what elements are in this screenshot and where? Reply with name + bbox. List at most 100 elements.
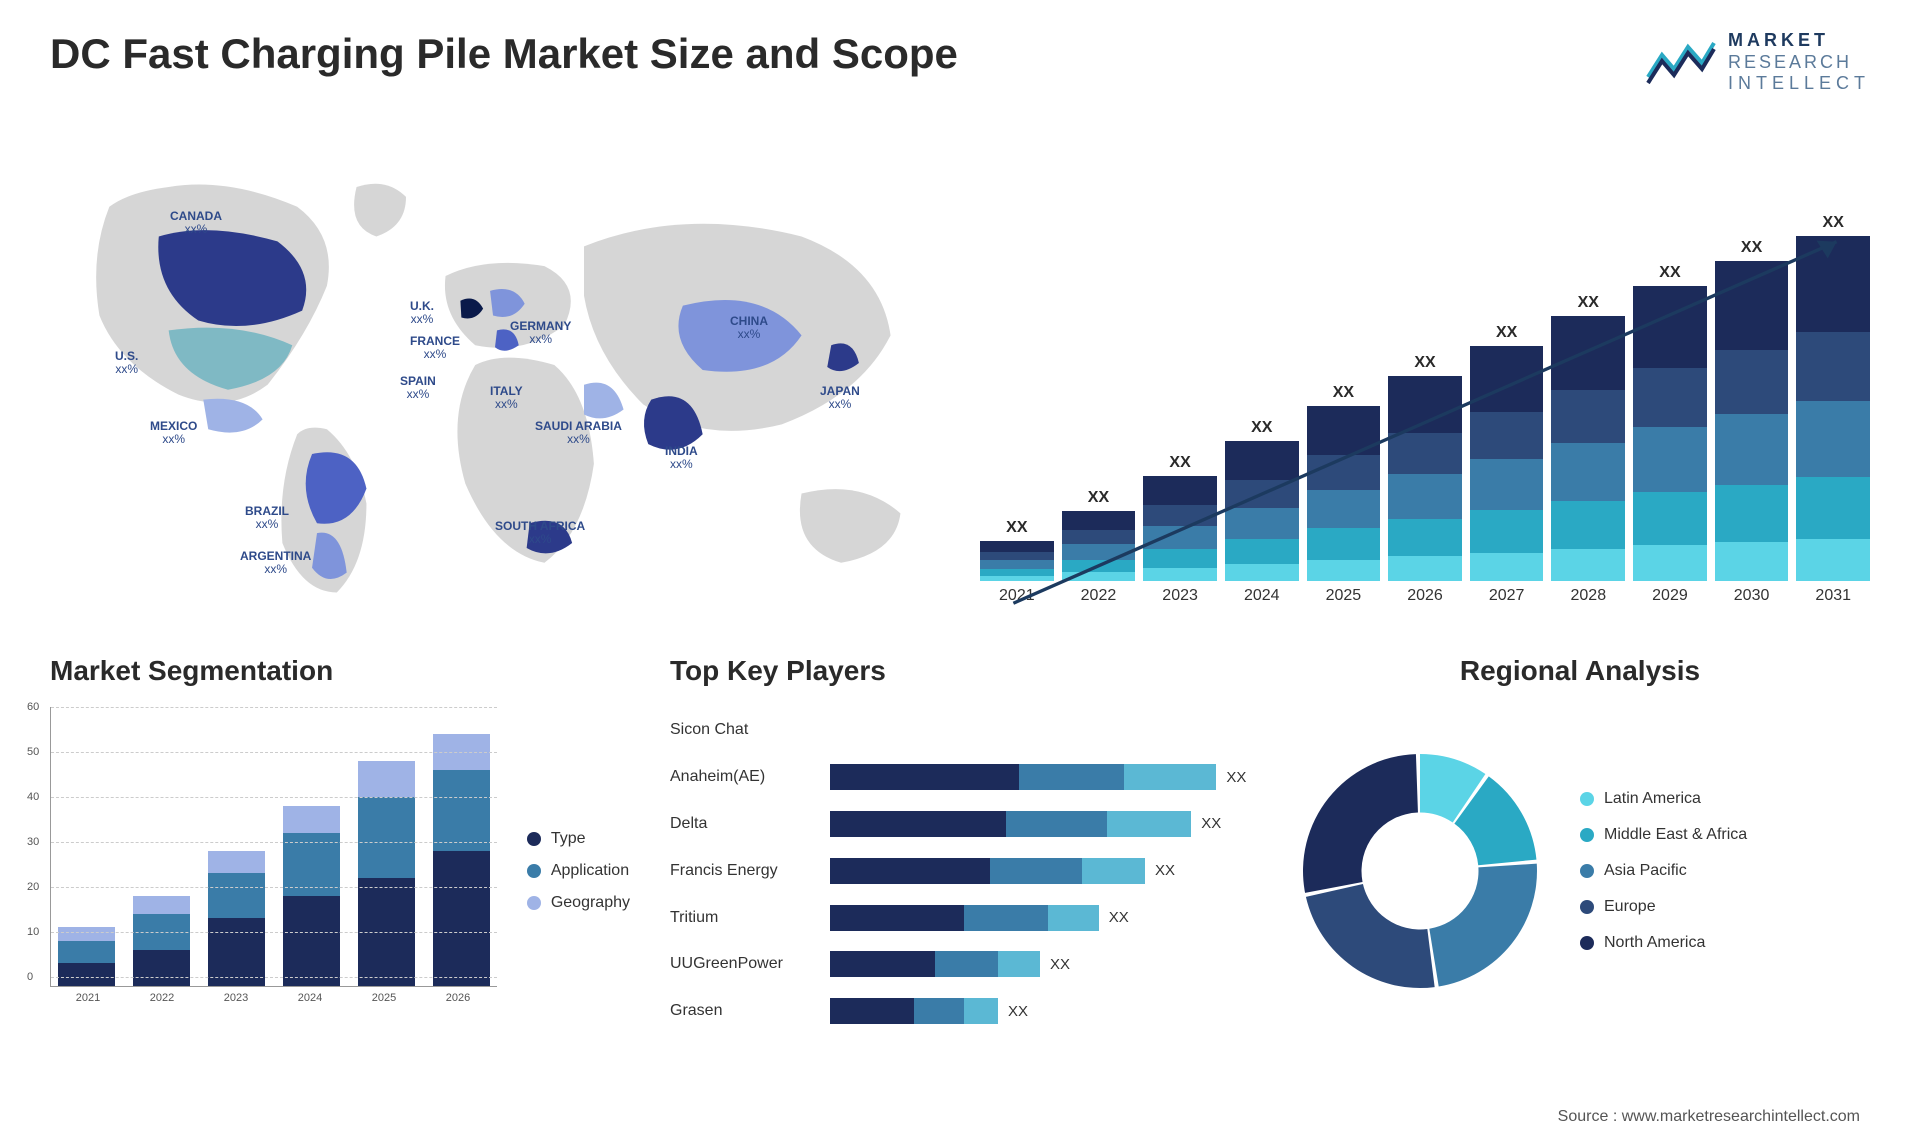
donut-slice — [1306, 884, 1435, 988]
growth-segment — [980, 576, 1054, 581]
top-row: CANADAxx%U.S.xx%MEXICOxx%BRAZILxx%ARGENT… — [50, 125, 1870, 605]
key-players-labels: Sicon ChatAnaheim(AE)DeltaFrancis Energy… — [670, 707, 810, 1035]
growth-segment — [1551, 390, 1625, 443]
growth-segment — [1551, 443, 1625, 501]
growth-segment — [1225, 564, 1299, 581]
growth-value-label: XX — [1333, 384, 1354, 402]
kp-segment — [990, 858, 1082, 884]
map-label-canada: CANADAxx% — [170, 210, 222, 236]
growth-segment — [1307, 455, 1381, 490]
legend-color-icon — [527, 832, 541, 846]
growth-segment — [980, 552, 1054, 560]
map-label-southafrica: SOUTH AFRICAxx% — [495, 520, 585, 546]
growth-segment — [1796, 332, 1870, 401]
kp-segment — [914, 998, 964, 1024]
growth-segment — [1633, 368, 1707, 427]
growth-bar-2023: XX2023 — [1143, 454, 1217, 605]
kp-segment — [964, 905, 1048, 931]
growth-segment — [1225, 480, 1299, 508]
seg-y-tick: 60 — [27, 701, 39, 713]
growth-segment — [980, 541, 1054, 552]
legend-label: Europe — [1604, 898, 1656, 916]
growth-value-label: XX — [1578, 294, 1599, 312]
legend-label: Geography — [551, 894, 630, 912]
kp-segment — [935, 951, 998, 977]
seg-segment — [433, 770, 490, 851]
kp-value: XX — [1050, 956, 1070, 973]
growth-segment — [1225, 508, 1299, 539]
segmentation-chart: 0102030405060202120222023202420252026 — [50, 707, 497, 987]
kp-bar-row: XX — [830, 905, 1250, 931]
growth-segment — [1143, 568, 1217, 581]
growth-segment — [1388, 519, 1462, 556]
kp-segment — [830, 811, 1006, 837]
seg-gridline — [51, 977, 497, 978]
kp-segment — [1048, 905, 1098, 931]
growth-segment — [1715, 485, 1789, 543]
kp-label: Sicon Chat — [670, 721, 810, 739]
seg-segment — [208, 918, 265, 986]
kp-segment — [830, 905, 964, 931]
growth-segment — [1551, 316, 1625, 390]
key-players-title: Top Key Players — [670, 655, 1250, 687]
seg-y-tick: 30 — [27, 836, 39, 848]
map-label-france: FRANCExx% — [410, 335, 460, 361]
growth-segment — [1062, 560, 1136, 573]
map-label-us: U.S.xx% — [115, 350, 138, 376]
map-label-saudiarabia: SAUDI ARABIAxx% — [535, 420, 622, 446]
logo-text: MARKET RESEARCH INTELLECT — [1728, 30, 1870, 95]
growth-segment — [1307, 528, 1381, 560]
regional-legend-item: Middle East & Africa — [1580, 826, 1747, 844]
growth-bar-2025: XX 2025 — [1307, 384, 1381, 605]
growth-bars: XX2021XX2022XX2023XX2024XX2025XX2026XX20… — [980, 225, 1870, 605]
growth-bar-2026: XX2026 — [1388, 354, 1462, 605]
growth-segment — [1388, 433, 1462, 474]
kp-bar-row: XX — [830, 998, 1250, 1024]
legend-label: Latin America — [1604, 790, 1701, 808]
growth-segment — [1715, 350, 1789, 414]
growth-year-label: 2031 — [1815, 587, 1851, 605]
map-label-spain: SPAINxx% — [400, 375, 436, 401]
kp-segment — [1082, 858, 1145, 884]
growth-bar-2031: XX 2031 — [1796, 214, 1870, 605]
kp-bar-row: XX — [830, 858, 1250, 884]
growth-segment — [1062, 530, 1136, 544]
growth-bar-2024: XX2024 — [1225, 419, 1299, 605]
legend-label: Application — [551, 862, 629, 880]
legend-color-icon — [1580, 828, 1594, 842]
growth-segment — [1307, 490, 1381, 529]
seg-gridline — [51, 932, 497, 933]
map-region — [800, 489, 901, 563]
seg-segment — [208, 851, 265, 874]
growth-segment — [1470, 412, 1544, 459]
growth-bar-2022: XX2022 — [1062, 489, 1136, 605]
growth-segment — [980, 560, 1054, 569]
growth-value-label: XX — [1823, 214, 1844, 232]
kp-label: Delta — [670, 815, 810, 833]
growth-segment — [1715, 261, 1789, 351]
seg-segment — [208, 873, 265, 918]
legend-color-icon — [1580, 900, 1594, 914]
seg-segment — [358, 797, 415, 878]
growth-year-label: 2025 — [1326, 587, 1362, 605]
seg-gridline — [51, 707, 497, 708]
kp-bar-row: XX — [830, 811, 1250, 837]
kp-label: UUGreenPower — [670, 955, 810, 973]
growth-segment — [1796, 477, 1870, 539]
legend-label: North America — [1604, 934, 1705, 952]
regional-title: Regional Analysis — [1290, 655, 1870, 687]
kp-bar-row: XX — [830, 951, 1250, 977]
kp-label: Tritium — [670, 909, 810, 927]
growth-bar-2029: XX2029 — [1633, 264, 1707, 605]
growth-segment — [1715, 414, 1789, 484]
map-label-uk: U.K.xx% — [410, 300, 434, 326]
kp-segment — [830, 998, 914, 1024]
growth-segment — [1143, 505, 1217, 526]
page-title: DC Fast Charging Pile Market Size and Sc… — [50, 30, 958, 78]
growth-chart-panel: XX2021XX2022XX2023XX2024XX2025XX2026XX20… — [980, 125, 1870, 605]
growth-segment — [1633, 286, 1707, 369]
logo-icon — [1646, 37, 1716, 87]
growth-year-label: 2028 — [1571, 587, 1607, 605]
growth-segment — [980, 569, 1054, 576]
seg-gridline — [51, 752, 497, 753]
